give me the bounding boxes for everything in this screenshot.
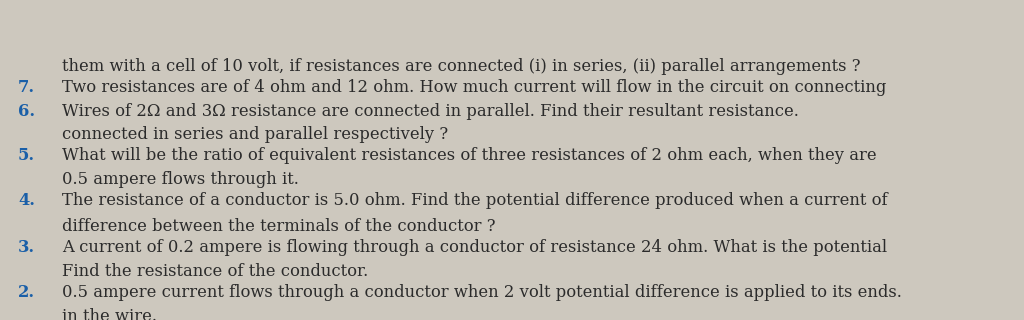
Text: Find the resistance of the conductor.: Find the resistance of the conductor. xyxy=(62,263,369,280)
Text: in the wire.: in the wire. xyxy=(62,308,157,320)
Text: Wires of 2Ω and 3Ω resistance are connected in parallel. Find their resultant re: Wires of 2Ω and 3Ω resistance are connec… xyxy=(62,103,799,120)
Text: 5.: 5. xyxy=(18,147,35,164)
Text: 4.: 4. xyxy=(18,192,35,209)
Text: The resistance of a conductor is 5.0 ohm. Find the potential difference produced: The resistance of a conductor is 5.0 ohm… xyxy=(62,192,888,209)
Text: 0.5 ampere current flows through a conductor when 2 volt potential difference is: 0.5 ampere current flows through a condu… xyxy=(62,284,902,301)
Text: them with a cell of 10 volt, if resistances are connected (i) in series, (ii) pa: them with a cell of 10 volt, if resistan… xyxy=(62,58,860,75)
Text: connected in series and parallel respectively ?: connected in series and parallel respect… xyxy=(62,126,449,143)
Text: Two resistances are of 4 ohm and 12 ohm. How much current will flow in the circu: Two resistances are of 4 ohm and 12 ohm.… xyxy=(62,79,887,96)
Text: 3.: 3. xyxy=(18,239,35,256)
Text: 6.: 6. xyxy=(18,103,35,120)
Text: 2.: 2. xyxy=(18,284,35,301)
Text: 7.: 7. xyxy=(18,79,35,96)
Text: difference between the terminals of the conductor ?: difference between the terminals of the … xyxy=(62,218,496,235)
Text: What will be the ratio of equivalent resistances of three resistances of 2 ohm e: What will be the ratio of equivalent res… xyxy=(62,147,877,164)
Text: 0.5 ampere flows through it.: 0.5 ampere flows through it. xyxy=(62,171,299,188)
Text: A current of 0.2 ampere is flowing through a conductor of resistance 24 ohm. Wha: A current of 0.2 ampere is flowing throu… xyxy=(62,239,887,256)
